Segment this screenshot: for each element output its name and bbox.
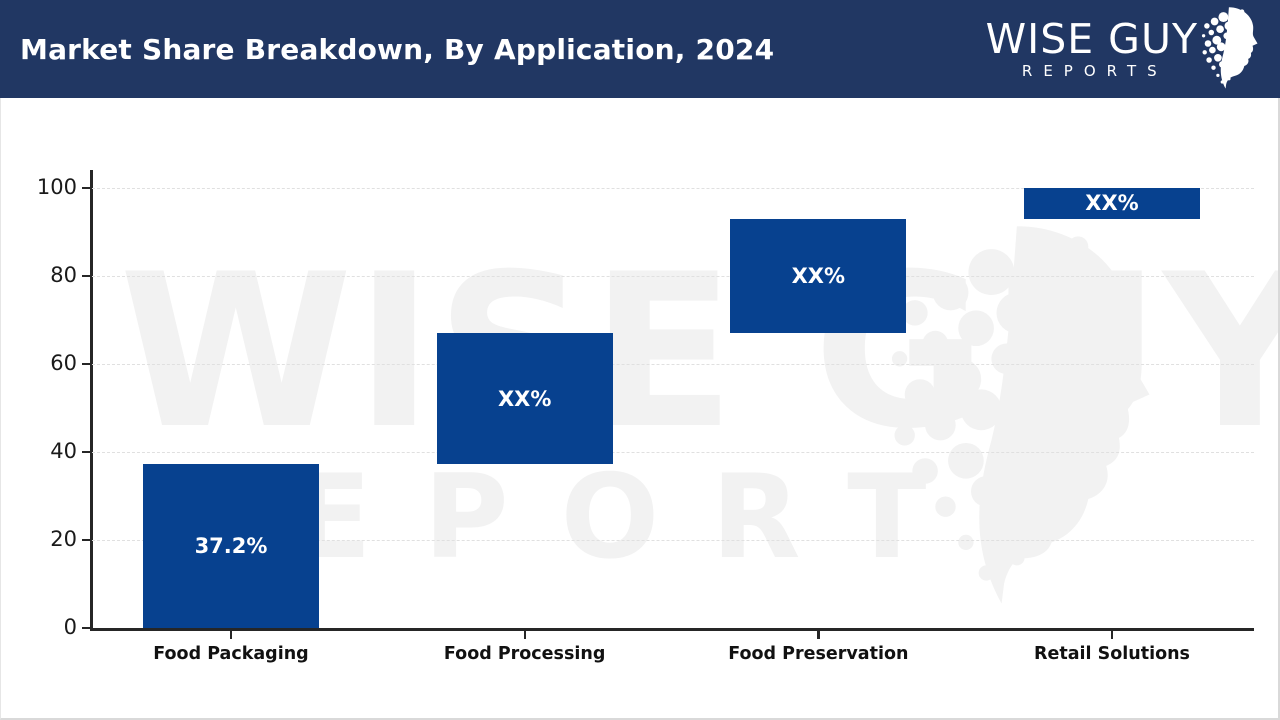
bar-value-label: XX% bbox=[497, 386, 552, 411]
bar-food-packaging: 37.2% bbox=[143, 464, 319, 628]
y-tick-label: 100 bbox=[36, 175, 77, 199]
bar-value-label: XX% bbox=[791, 263, 846, 288]
logo-wordmark: WISE GUY bbox=[985, 15, 1198, 63]
y-tick-mark bbox=[82, 451, 91, 454]
y-tick-label: 60 bbox=[50, 351, 77, 375]
wise-guy-head-icon bbox=[1201, 7, 1258, 89]
x-axis bbox=[90, 628, 1254, 631]
chart-canvas: WISE GUY REPORTS 0 20 40 60 80 100 37.2% Food P… bbox=[0, 98, 1280, 720]
plot-area: 0 20 40 60 80 100 37.2% Food Packaging XX% Food P… bbox=[1, 98, 1278, 718]
y-tick-label: 80 bbox=[50, 263, 77, 287]
bar-food-processing: XX% bbox=[436, 333, 613, 465]
y-tick-mark bbox=[82, 539, 91, 542]
logo-text: WISE GUY REPORTS bbox=[986, 19, 1198, 79]
y-tick-label: 40 bbox=[50, 439, 77, 463]
bar-retail-solutions: XX% bbox=[1024, 188, 1200, 219]
x-tick-mark bbox=[817, 630, 820, 639]
gridline-y-20 bbox=[92, 540, 1254, 541]
x-category-label: Food Packaging bbox=[153, 644, 309, 664]
bar-value-label: XX% bbox=[1085, 191, 1139, 216]
y-axis bbox=[90, 170, 93, 630]
gridline-y-80 bbox=[92, 276, 1254, 277]
gridline-y-60 bbox=[92, 364, 1254, 365]
x-category-label: Food Processing bbox=[443, 644, 606, 664]
bar-value-label: 37.2% bbox=[194, 534, 268, 559]
y-tick-label: 0 bbox=[63, 615, 77, 639]
logo-subtitle: REPORTS bbox=[1021, 62, 1168, 80]
wise-guy-logo: WISE GUY REPORTS bbox=[986, 5, 1266, 93]
y-tick-mark bbox=[82, 275, 91, 278]
x-category-label: Food Preservation bbox=[728, 644, 909, 664]
header-bar: Market Share Breakdown, By Application, … bbox=[0, 0, 1280, 98]
x-tick-mark bbox=[1111, 630, 1114, 639]
y-tick-mark bbox=[82, 187, 91, 190]
x-category-label: Retail Solutions bbox=[1034, 644, 1190, 664]
page-title: Market Share Breakdown, By Application, … bbox=[20, 32, 775, 66]
y-tick-mark bbox=[82, 627, 91, 630]
gridline-y-40 bbox=[92, 452, 1254, 453]
x-tick-mark bbox=[230, 630, 233, 639]
bar-food-preservation: XX% bbox=[730, 218, 907, 334]
x-tick-mark bbox=[523, 630, 526, 639]
y-tick-label: 20 bbox=[50, 527, 77, 551]
y-tick-mark bbox=[82, 363, 91, 366]
gridline-y-100 bbox=[92, 188, 1254, 189]
